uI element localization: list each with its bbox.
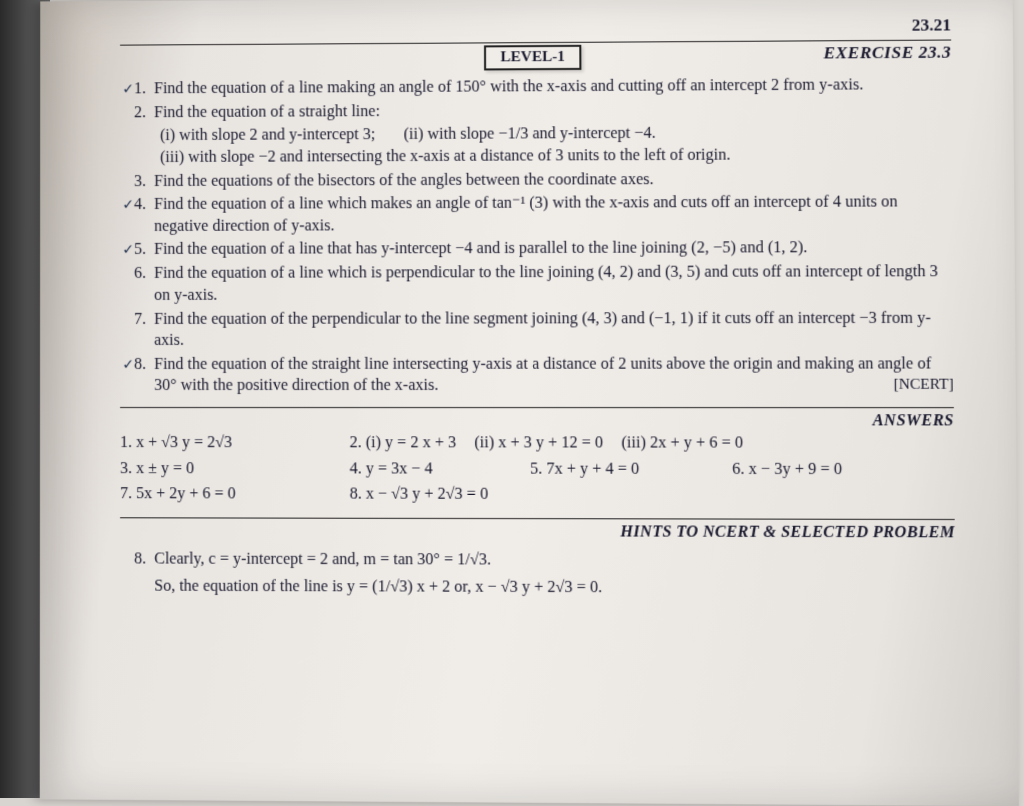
answer-5: 5. 7x + y + 4 = 0 xyxy=(530,456,714,482)
ncert-tag: [NCERT] xyxy=(894,375,954,396)
question-text: Find the equation of the perpendicular t… xyxy=(154,307,953,351)
question-text: Find the equation of a line that has y-i… xyxy=(154,237,953,261)
question-1: ✓1. Find the equation of a line making a… xyxy=(120,74,952,100)
q2-part-ii: (ii) with slope −1/3 and y-intercept −4. xyxy=(404,125,656,143)
answer-8: 8. x − √3 y + 2√3 = 0 xyxy=(350,482,489,508)
page-number: 23.21 xyxy=(120,15,951,40)
question-5: ✓5. Find the equation of a line that has… xyxy=(120,237,953,261)
answers-header: ANSWERS xyxy=(120,407,954,430)
check-icon: ✓ xyxy=(120,242,134,261)
q2-part-i: (i) with slope 2 and y-intercept 3; xyxy=(160,127,375,145)
answer-7: 7. 5x + 2y + 6 = 0 xyxy=(120,481,331,507)
level-badge: LEVEL-1 xyxy=(484,45,581,71)
question-7: 7. Find the equation of the perpendicula… xyxy=(120,307,953,352)
answer-4: 4. y = 3x − 4 xyxy=(350,456,512,482)
question-text: Find the equations of the bisectors of t… xyxy=(154,168,952,193)
question-text: Find the equation of a line which makes … xyxy=(154,191,953,237)
answers-grid: 1. x + √3 y = 2√3 2. (i) y = 2 x + 3 (ii… xyxy=(120,430,955,509)
textbook-page: 23.21 EXERCISE 23.3 LEVEL-1 ✓1. Find the… xyxy=(40,0,1019,806)
question-2: 2. Find the equation of a straight line: xyxy=(120,98,952,124)
check-icon: ✓ xyxy=(120,197,134,216)
check-icon: ✓ xyxy=(120,357,134,376)
question-text: Find the equation of a line making an an… xyxy=(154,74,952,100)
check-icon: ✓ xyxy=(120,81,134,100)
answer-6: 6. x − 3y + 9 = 0 xyxy=(732,456,842,482)
question-6: 6. Find the equation of a line which is … xyxy=(120,261,953,306)
hint-8: 8. Clearly, c = y-intercept = 2 and, m =… xyxy=(120,548,955,572)
hint-text: So, the equation of the line is y = (1/√… xyxy=(154,576,955,600)
answer-2iii: (iii) 2x + y + 6 = 0 xyxy=(621,430,743,456)
answer-2ii: (ii) x + 3 y + 12 = 0 xyxy=(474,430,603,456)
answer-1: 1. x + √3 y = 2√3 xyxy=(120,430,331,456)
answer-3: 3. x ± y = 0 xyxy=(120,456,331,482)
question-4: ✓4. Find the equation of a line which ma… xyxy=(120,191,953,237)
question-text: Find the equation of the straight line i… xyxy=(154,353,954,397)
question-text: Find the equation of a line which is per… xyxy=(154,261,953,306)
hints-header: HINTS TO NCERT & SELECTED PROBLEM xyxy=(120,517,955,542)
question-text: Find the equation of a straight line: xyxy=(154,98,952,124)
q2-part-iii: (iii) with slope −2 and intersecting the… xyxy=(160,144,952,169)
question-8: ✓8. Find the equation of the straight li… xyxy=(120,353,954,397)
answer-2i: 2. (i) y = 2 x + 3 xyxy=(350,430,457,456)
hint-8b: So, the equation of the line is y = (1/√… xyxy=(120,576,955,601)
question-3: 3. Find the equations of the bisectors o… xyxy=(120,168,952,193)
hint-text: Clearly, c = y-intercept = 2 and, m = ta… xyxy=(154,548,955,572)
